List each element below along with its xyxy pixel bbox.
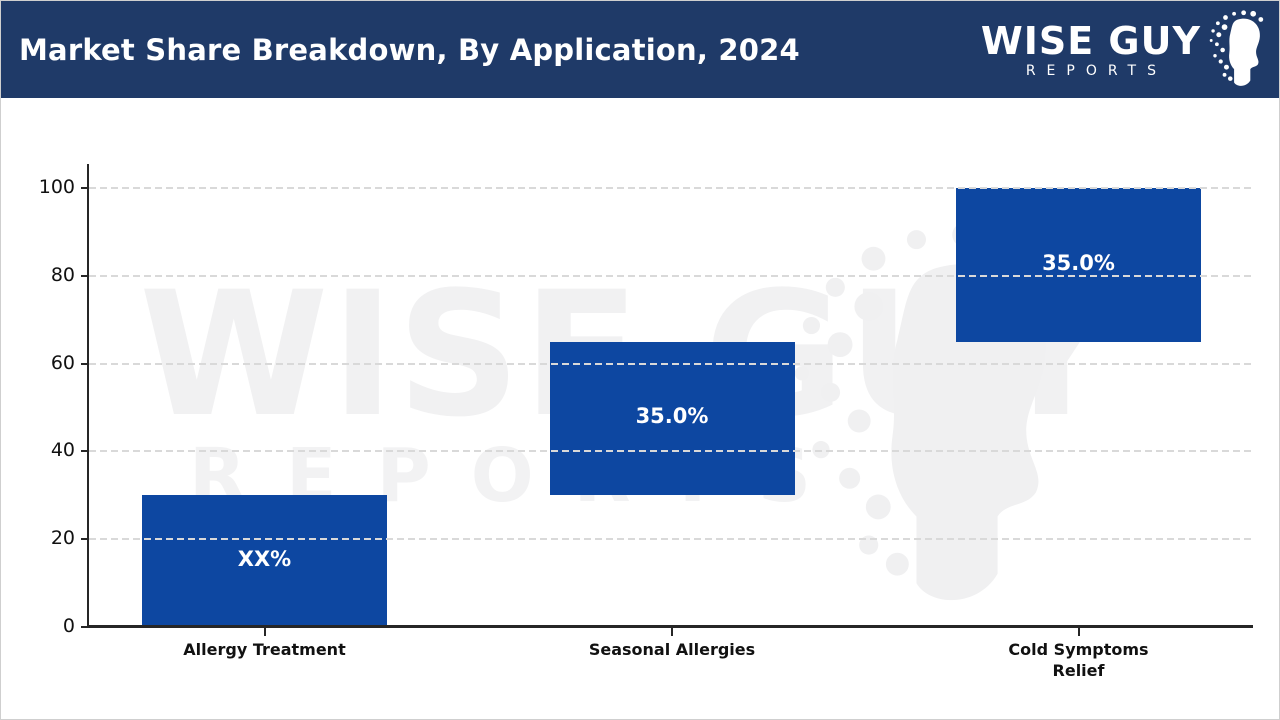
y-tick-mark-40 [81,450,87,453]
y-tick-mark-100 [81,187,87,189]
bar-segment: 35.0% [549,341,795,496]
gridline-60 [89,362,1253,365]
y-tick-label-40: 40 [50,439,75,462]
y-tick-label-20: 20 [50,527,75,550]
logo-text: WISE GUY REPORTS [981,22,1201,79]
y-tick-mark-60 [81,362,87,365]
y-tick-label-0: 0 [62,615,75,637]
page-title: Market Share Breakdown, By Application, … [19,32,800,67]
x-tick-mark [263,628,266,636]
y-tick-mark-0 [81,626,87,628]
logo-subtext: REPORTS [1025,62,1167,79]
logo-wordmark: WISE GUY [980,18,1201,63]
bar-value-label: 35.0% [1042,250,1115,275]
wiseguy-head-icon [1209,10,1264,86]
wiseguy-logo: WISE GUY REPORTS [981,7,1267,93]
y-axis-line [87,164,89,628]
x-category-label: Seasonal Allergies [588,640,756,659]
y-tick-label-100: 100 [38,176,75,198]
bar-segment: XX% [142,495,387,627]
gridline-80 [89,274,1253,277]
bar-segment: 35.0% [956,188,1201,342]
bar-value-label: 35.0% [635,404,709,429]
x-tick-mark [671,628,673,636]
gridline-20 [89,538,1253,541]
y-tick-mark-80 [81,274,87,277]
gridline-40 [89,450,1253,453]
gridline-100 [89,187,1253,189]
bar-value-label: XX% [237,547,292,572]
x-axis-line [87,625,1253,628]
y-tick-label-80: 80 [50,263,75,286]
y-tick-mark-20 [81,538,87,541]
x-tick-mark [1077,628,1080,636]
y-tick-label-60: 60 [50,351,75,374]
x-category-label: Allergy Treatment [183,640,346,659]
x-category-label: Cold Symptoms Relief [1008,640,1149,680]
header-bar: Market Share Breakdown, By Application, … [1,1,1279,98]
